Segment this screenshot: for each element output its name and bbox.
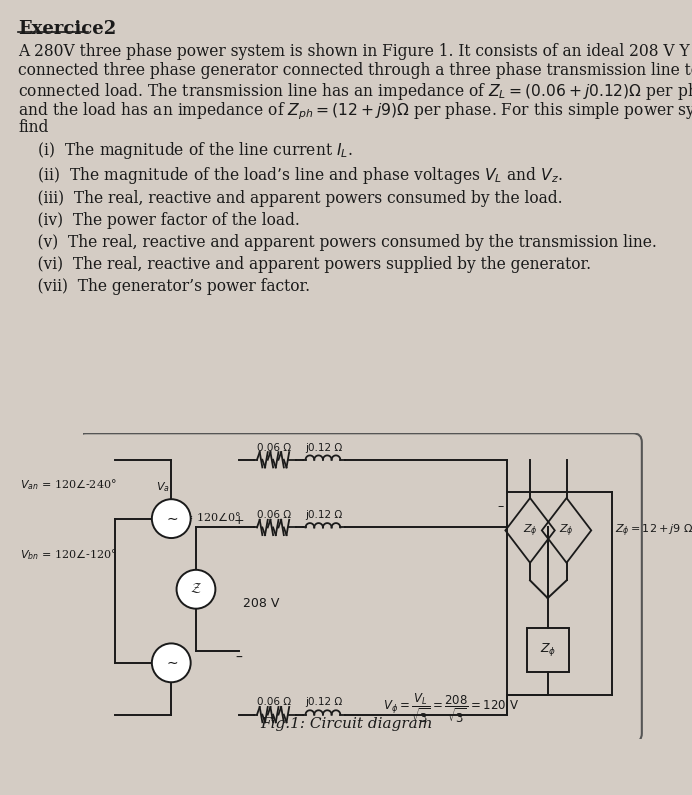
Text: connected three phase generator connected through a three phase transmission lin: connected three phase generator connecte…: [18, 62, 692, 79]
Circle shape: [152, 643, 191, 682]
Text: connected load. The transmission line has an impedance of $Z_L = (0.06+ j0.12)\O: connected load. The transmission line ha…: [18, 81, 692, 102]
Text: A 280V three phase power system is shown in Figure 1. It consists of an ideal 20: A 280V three phase power system is shown…: [18, 43, 690, 60]
Text: +: +: [234, 514, 244, 527]
Text: (ii)  The magnitude of the load’s line and phase voltages $V_L$ and $V_z$.: (ii) The magnitude of the load’s line an…: [18, 165, 563, 186]
Text: (iv)  The power factor of the load.: (iv) The power factor of the load.: [18, 212, 300, 229]
Text: (vii)  The generator’s power factor.: (vii) The generator’s power factor.: [18, 278, 310, 295]
Text: $V_a$: $V_a$: [156, 480, 170, 494]
Text: j0.12 Ω: j0.12 Ω: [306, 443, 343, 452]
Text: find: find: [18, 119, 48, 136]
Text: Fig.1: Circuit diagram: Fig.1: Circuit diagram: [260, 717, 432, 731]
Text: (iii)  The real, reactive and apparent powers consumed by the load.: (iii) The real, reactive and apparent po…: [18, 190, 563, 207]
Text: j0.12 Ω: j0.12 Ω: [306, 510, 343, 521]
Text: $\mathcal{Z}$: $\mathcal{Z}$: [190, 581, 202, 595]
Circle shape: [152, 499, 191, 538]
Text: $Z_\phi = 12 + j9\ \Omega$: $Z_\phi = 12 + j9\ \Omega$: [615, 522, 692, 538]
Text: Exercice2: Exercice2: [18, 20, 116, 38]
Text: $Z_\phi$: $Z_\phi$: [522, 522, 538, 538]
Text: $V_{cn}$ = 120$\angle$0°: $V_{cn}$ = 120$\angle$0°: [163, 510, 242, 525]
Circle shape: [176, 570, 215, 609]
Text: $\sim$: $\sim$: [164, 654, 179, 669]
Text: $V_{bn}$ = 120$\angle$-120°: $V_{bn}$ = 120$\angle$-120°: [20, 547, 117, 562]
Text: $Z_\phi$: $Z_\phi$: [540, 641, 556, 658]
Text: $V_\phi = \dfrac{V_L}{\sqrt{3}} = \dfrac{208}{\sqrt{3}} = 120\ \mathrm{V}$: $V_\phi = \dfrac{V_L}{\sqrt{3}} = \dfrac…: [383, 691, 519, 724]
Text: $Z_\phi$: $Z_\phi$: [559, 522, 574, 538]
Text: 0.06 Ω: 0.06 Ω: [257, 510, 291, 521]
Text: 0.06 Ω: 0.06 Ω: [257, 443, 291, 452]
Text: (vi)  The real, reactive and apparent powers supplied by the generator.: (vi) The real, reactive and apparent pow…: [18, 256, 591, 273]
Text: –: –: [235, 651, 242, 665]
Text: $\sim$: $\sim$: [164, 510, 179, 525]
Text: (v)  The real, reactive and apparent powers consumed by the transmission line.: (v) The real, reactive and apparent powe…: [18, 234, 657, 251]
Text: 208 V: 208 V: [243, 598, 280, 611]
Text: 0.06 Ω: 0.06 Ω: [257, 697, 291, 707]
Text: $V_{an}$ = 120$\angle$-240°: $V_{an}$ = 120$\angle$-240°: [20, 477, 117, 492]
Text: (i)  The magnitude of the line current $I_L$.: (i) The magnitude of the line current $I…: [18, 140, 353, 161]
Text: j0.12 Ω: j0.12 Ω: [306, 697, 343, 707]
Text: and the load has an impedance of $Z_{ph} = (12+ j9)\Omega$ per phase. For this s: and the load has an impedance of $Z_{ph}…: [18, 100, 692, 122]
Text: –: –: [498, 500, 504, 514]
